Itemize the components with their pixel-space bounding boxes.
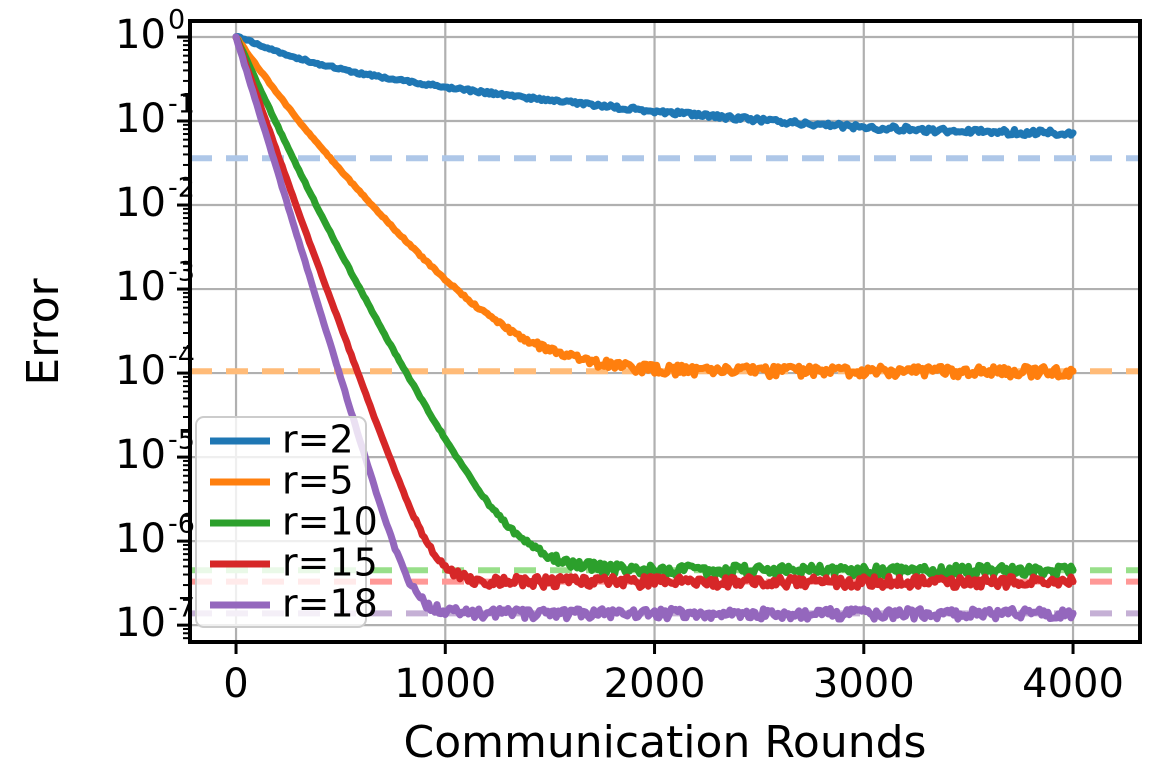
y-tick-label: 10 0 xyxy=(115,4,185,58)
x-tick-label: 1000 xyxy=(394,661,496,707)
svg-text:10: 10 xyxy=(115,600,166,646)
data-series xyxy=(232,32,1077,623)
axis-spines xyxy=(188,19,1142,644)
svg-text:10: 10 xyxy=(115,96,166,142)
y-tick-label: 10 -4 xyxy=(115,341,195,395)
svg-text:-7: -7 xyxy=(168,593,195,624)
series-line-r18 xyxy=(232,33,1077,623)
svg-text:-4: -4 xyxy=(168,341,195,372)
y-axis-title: Error xyxy=(18,277,69,385)
legend-label-r2: r=2 xyxy=(282,418,354,462)
y-tick-label: 10 -1 xyxy=(115,89,195,143)
x-tick-label: 4000 xyxy=(1022,661,1124,707)
x-tick-label: 2000 xyxy=(604,661,706,707)
x-axis-title: Communication Rounds xyxy=(404,717,927,768)
svg-text:-3: -3 xyxy=(168,257,195,288)
svg-text:10: 10 xyxy=(115,180,166,226)
svg-text:10: 10 xyxy=(115,432,166,478)
legend-item-r10[interactable]: r=10 xyxy=(210,500,378,544)
legend-item-r2[interactable]: r=2 xyxy=(210,418,354,462)
legend-item-r15[interactable]: r=15 xyxy=(210,541,378,585)
legend-label-r10: r=10 xyxy=(282,500,378,544)
y-tick-label: 10 -2 xyxy=(115,173,195,227)
svg-text:-2: -2 xyxy=(168,173,195,204)
svg-text:10: 10 xyxy=(115,264,166,310)
series-line-r15 xyxy=(232,33,1077,591)
legend-label-r18: r=18 xyxy=(282,582,378,626)
svg-text:10: 10 xyxy=(115,516,166,562)
svg-text:-5: -5 xyxy=(168,425,195,456)
x-tick-label: 0 xyxy=(223,661,248,707)
series-line-r5 xyxy=(232,34,1077,381)
chart-legend[interactable]: r=2r=5r=10r=15r=18 xyxy=(195,416,378,628)
svg-text:-6: -6 xyxy=(168,509,195,540)
svg-text:10: 10 xyxy=(115,348,166,394)
series-line-r10 xyxy=(232,33,1077,580)
y-tick-label: 10 -6 xyxy=(115,509,195,563)
x-tick-label: 3000 xyxy=(813,661,915,707)
series-line-r2 xyxy=(232,32,1077,139)
y-tick-label: 10 -5 xyxy=(115,425,195,479)
y-tick-label: 10 -3 xyxy=(115,257,195,311)
svg-text:0: 0 xyxy=(168,4,185,35)
axis-titles: Error Communication Rounds xyxy=(18,277,926,768)
legend-item-r18[interactable]: r=18 xyxy=(210,582,378,626)
legend-label-r15: r=15 xyxy=(282,541,378,585)
svg-text:10: 10 xyxy=(115,12,166,58)
svg-text:-1: -1 xyxy=(168,89,195,120)
legend-background xyxy=(195,416,367,628)
y-tick-label: 10 -7 xyxy=(115,593,195,647)
legend-label-r5: r=5 xyxy=(282,459,354,503)
legend-item-r5[interactable]: r=5 xyxy=(210,459,354,503)
x-axis-tick-labels: 0 1000 2000 3000 4000 xyxy=(223,661,1124,707)
